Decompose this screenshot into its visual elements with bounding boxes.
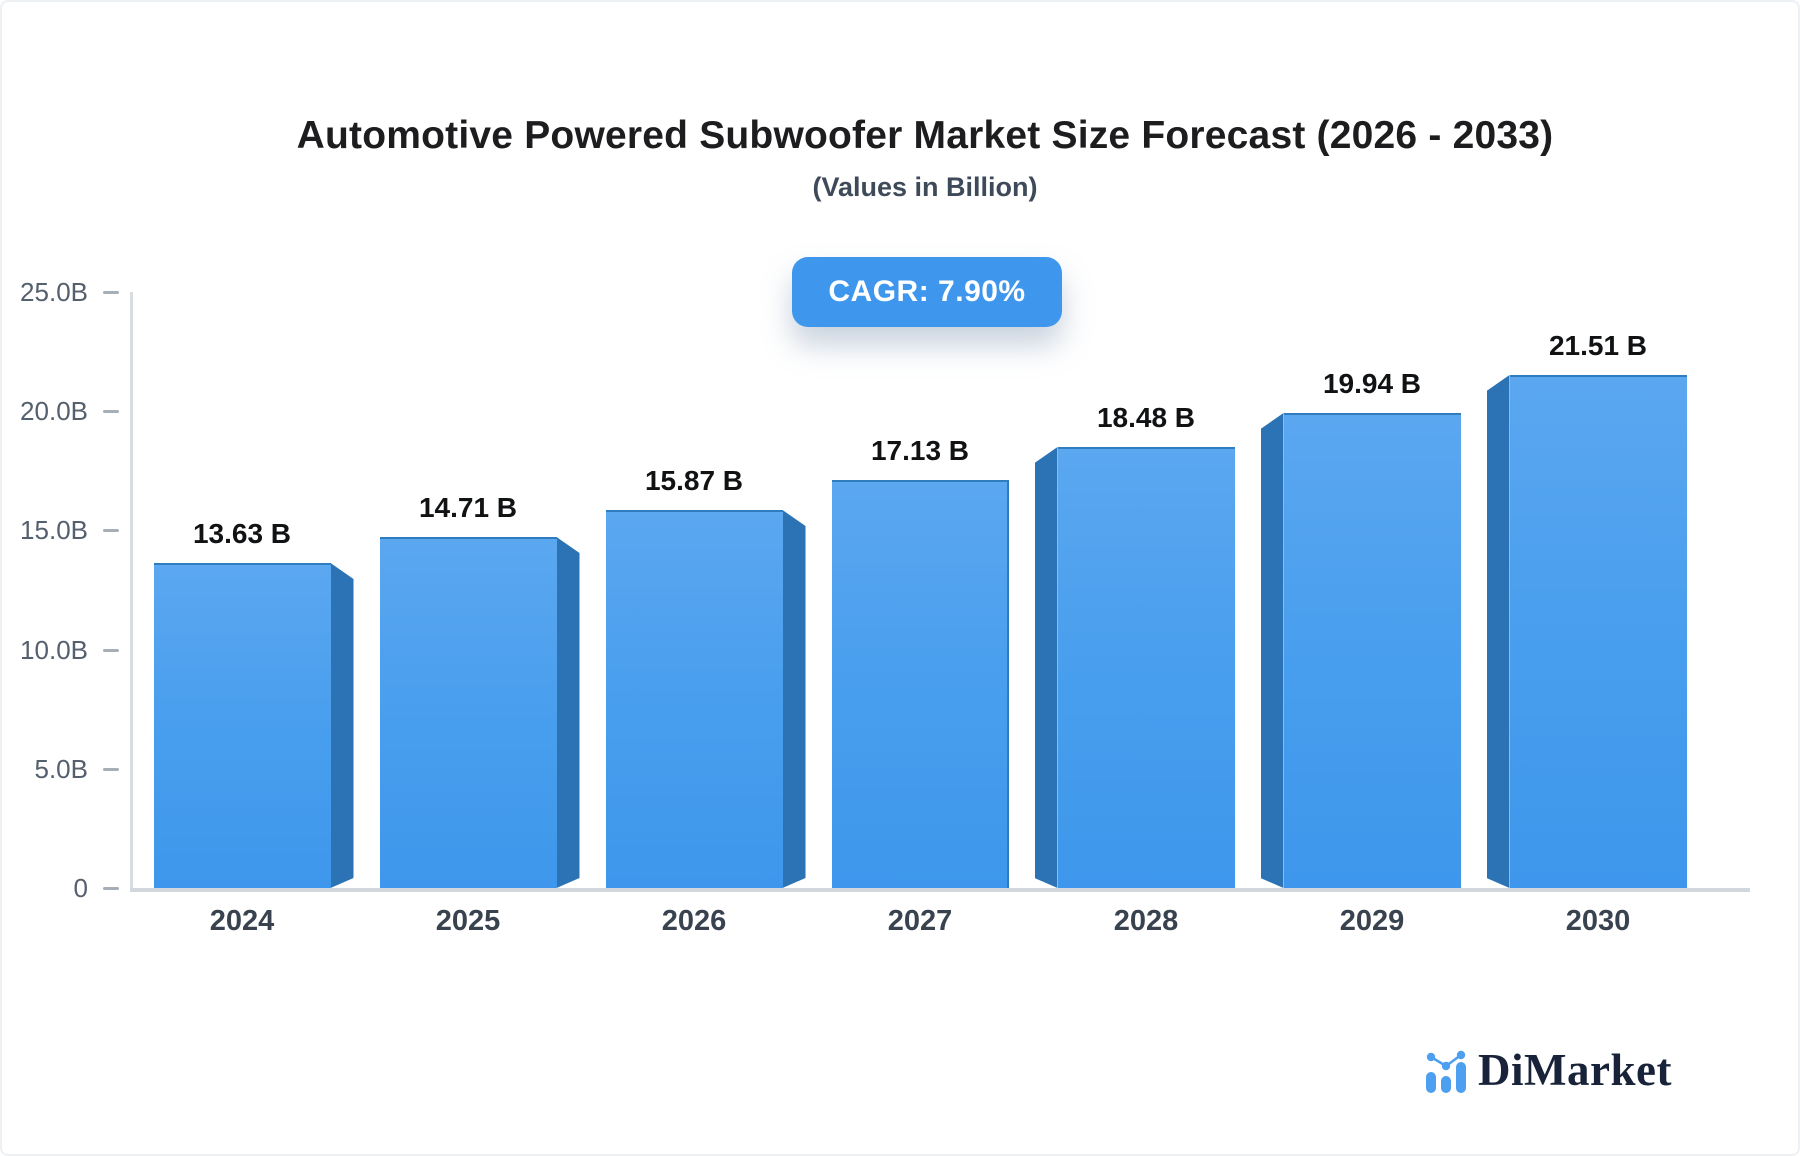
bar-side-2029 [1261,413,1284,888]
chart-subtitle: (Values in Billion) [812,172,1038,202]
bar-2028[interactable] [1057,447,1235,888]
bar-value-label: 15.87 B [644,465,744,496]
bar-2025[interactable] [379,537,557,888]
bar-2026[interactable] [605,510,783,888]
x-axis-label: 2025 [435,905,501,937]
dimarket-logo: DiMarket [1422,1042,1672,1094]
bar-2024[interactable] [153,563,331,888]
dimarket-logo-icon [1426,1050,1466,1093]
y-axis-label: 25.0B [20,277,88,307]
x-axis-label: 2028 [1113,905,1179,937]
y-axis-label: 0 [73,873,88,903]
y-axis-tick [103,410,119,414]
bar-2027[interactable] [831,480,1009,888]
y-axis-tick [103,529,119,533]
bar-side-2028 [1035,447,1058,888]
bar-side-2030 [1487,375,1510,888]
chart-title: Automotive Powered Subwoofer Market Size… [296,114,1554,157]
bar-2030[interactable] [1509,375,1687,888]
x-axis-label: 2027 [887,905,953,937]
bar-value-label: 21.51 B [1548,330,1648,361]
y-axis-line [130,292,133,892]
x-axis-label: 2024 [209,905,275,937]
y-axis-label: 5.0B [34,753,89,784]
x-axis-label: 2030 [1565,905,1631,937]
y-axis-label: 10.0B [20,634,88,665]
dimarket-logo-text: DiMarket [1478,1045,1672,1095]
bar-side-2024 [331,563,354,888]
cagr-badge-label: CAGR: 7.90% [828,275,1026,308]
x-axis-label: 2026 [661,905,727,937]
y-axis-tick [103,887,119,890]
x-axis-line [130,888,1750,892]
bar-value-label: 18.48 B [1096,402,1196,433]
bar-value-label: 13.63 B [192,518,292,549]
y-axis-label: 20.0B [20,396,88,427]
bar-side-2025 [557,537,580,888]
bar-value-label: 19.94 B [1322,368,1422,399]
bar-value-label: 14.71 B [418,492,518,523]
x-axis-label: 2029 [1339,905,1405,937]
y-axis-tick [103,767,119,771]
cagr-badge: CAGR: 7.90% [792,257,1062,327]
y-axis-label: 15.0B [20,515,88,546]
bar-value-label: 17.13 B [870,435,970,466]
bar-side-2026 [783,510,806,888]
y-axis-tick [103,648,119,652]
y-axis-tick [103,291,119,294]
bar-2029[interactable] [1283,413,1461,888]
